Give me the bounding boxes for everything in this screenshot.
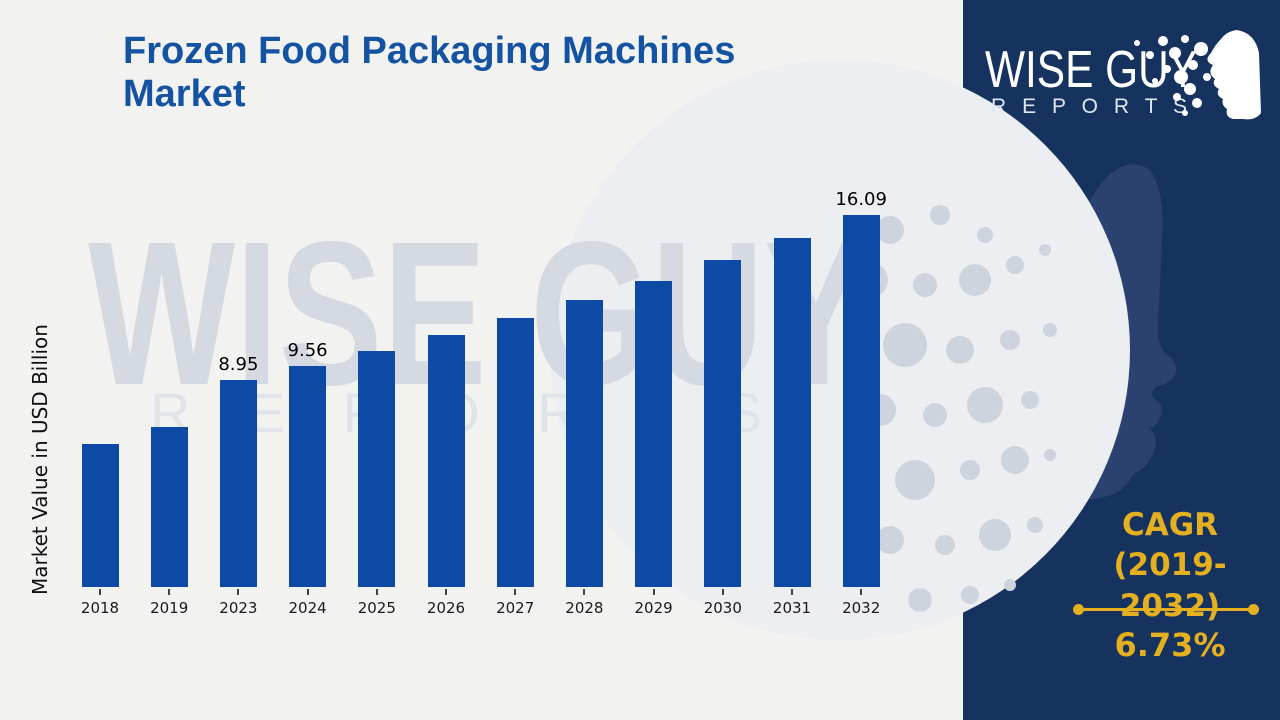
bar-2029 <box>635 281 673 587</box>
bar-2028 <box>565 300 603 587</box>
x-tick-2027 <box>514 589 517 595</box>
page-title-line2: Market <box>123 72 246 115</box>
page-title-line1: Frozen Food Packaging Machines <box>123 30 736 72</box>
logo-wordmark: WISE GUY <box>985 41 1197 99</box>
x-tick-2030 <box>721 589 724 595</box>
x-label-2018: 2018 <box>80 599 120 617</box>
x-label-2019: 2019 <box>150 599 189 617</box>
logo-face-dots <box>1134 35 1211 116</box>
bar-2019 <box>150 427 188 587</box>
cagr-divider-line <box>1073 604 1259 615</box>
wise-guy-reports-logo: WISE GUY R E P O R T S <box>985 30 1261 120</box>
x-tick-2026 <box>445 589 447 595</box>
bar-2030 <box>704 260 742 587</box>
bar-2025 <box>358 351 396 587</box>
x-label-2026: 2026 <box>426 599 466 617</box>
page-title: Frozen Food Packaging Machines Market <box>123 30 883 115</box>
cagr-value: 6.73% <box>1114 626 1226 664</box>
x-label-2028: 2028 <box>565 599 604 617</box>
x-label-2024: 2024 <box>288 599 327 617</box>
y-axis-label: Market Value in USD Billion <box>28 324 52 595</box>
cagr-block: CAGR (2019-2032) <box>1070 505 1270 626</box>
bar-2026 <box>427 335 465 587</box>
x-label-2031: 2031 <box>772 599 812 617</box>
x-tick-2024 <box>306 589 309 595</box>
x-label-2025: 2025 <box>357 599 396 617</box>
bar-2031 <box>773 238 811 587</box>
x-label-2032: 2032 <box>842 599 881 617</box>
bar-2018 <box>81 444 119 587</box>
x-tick-2025 <box>375 589 378 595</box>
bar-2024 <box>289 366 327 587</box>
x-label-2029: 2029 <box>634 599 673 617</box>
x-label-2023: 2023 <box>219 599 258 617</box>
x-label-2027: 2027 <box>496 599 535 617</box>
cagr-range: (2019-2032) <box>1113 547 1227 624</box>
x-tick-2032 <box>860 589 863 595</box>
x-label-2030: 2030 <box>703 599 742 617</box>
bar-chart-plot-area: 2018 2019 2023 8.95 2024 9.56 2025 2026 2027 2028… <box>70 160 950 617</box>
x-tick-2031 <box>791 589 793 595</box>
x-tick-2023 <box>237 589 240 595</box>
bar-2032 <box>842 215 880 587</box>
bar-2023 <box>219 380 257 587</box>
bar-2027 <box>496 318 534 587</box>
x-tick-2028 <box>583 589 586 595</box>
logo-face-icon <box>1207 30 1261 120</box>
value-label-2024: 9.56 <box>287 340 328 361</box>
x-tick-2018 <box>99 589 101 595</box>
value-label-2023: 8.95 <box>218 354 259 375</box>
line-end-dot-right <box>1248 604 1259 615</box>
x-tick-2019 <box>168 589 171 595</box>
line-end-dot-left <box>1073 604 1084 615</box>
cagr-label: CAGR <box>1121 507 1219 543</box>
value-label-2032: 16.09 <box>835 189 887 210</box>
x-tick-2029 <box>652 589 655 595</box>
